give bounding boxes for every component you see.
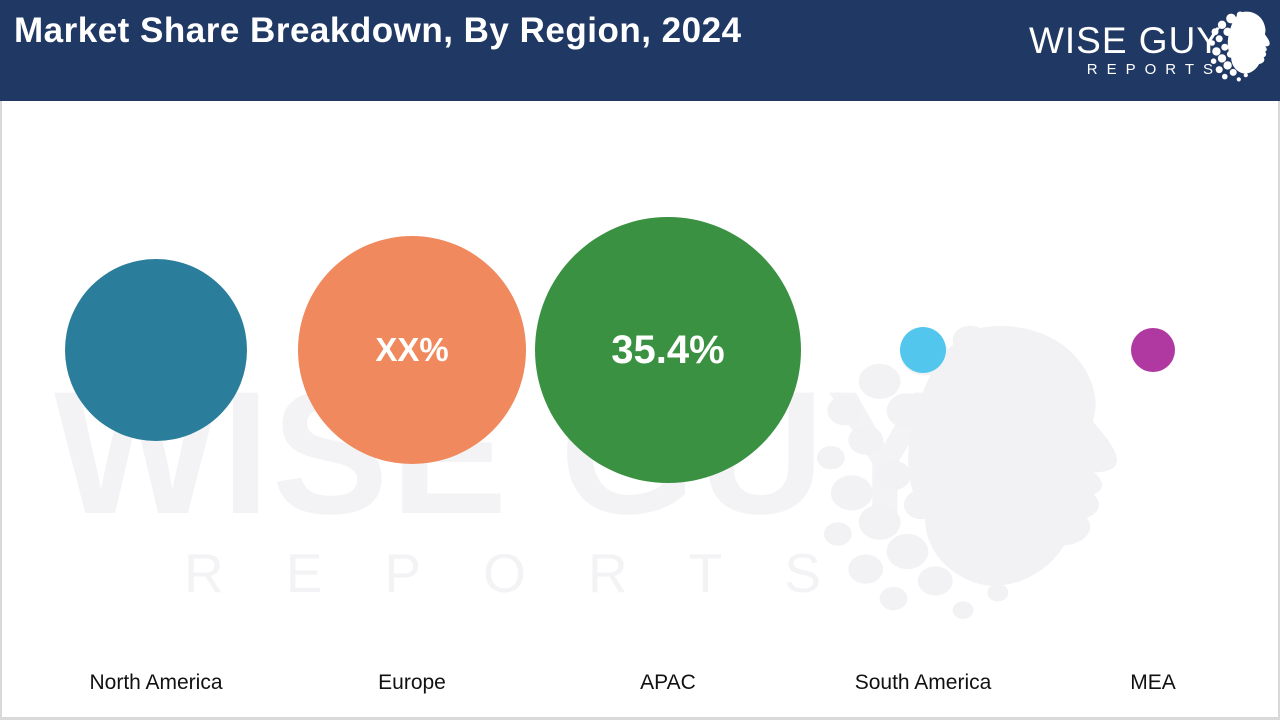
bubble-value-label-apac: 35.4% [611,327,725,372]
page-title: Market Share Breakdown, By Region, 2024 [14,11,742,50]
bubble-chart: WISE GUY REPORTS XX% 35.4% North America E… [0,101,1280,720]
wise-guy-logo: WISE GUY REPORTS [1029,0,1280,92]
header: Market Share Breakdown, By Region, 2024 … [0,0,1280,101]
logo-name: WISE GUY [1028,19,1222,61]
category-label-apac: APAC [640,671,696,694]
category-label-north-america: North America [89,671,223,694]
category-label-europe: Europe [378,671,446,694]
bubble-south-america [900,327,946,373]
category-label-mea: MEA [1130,671,1176,694]
bubble-value-label-europe: XX% [375,331,449,368]
category-label-south-america: South America [854,671,992,694]
bubble-apac: 35.4% [535,217,801,483]
logo-tagline: REPORTS [1086,61,1222,79]
watermark-text-small: REPORTS [184,542,883,604]
watermark-head-icon [816,325,1117,619]
logo-text: WISE GUY REPORTS [1028,19,1222,79]
bubble-north-america [65,259,247,441]
bubble-europe: XX% [298,236,526,464]
bubble-mea [1131,328,1175,372]
